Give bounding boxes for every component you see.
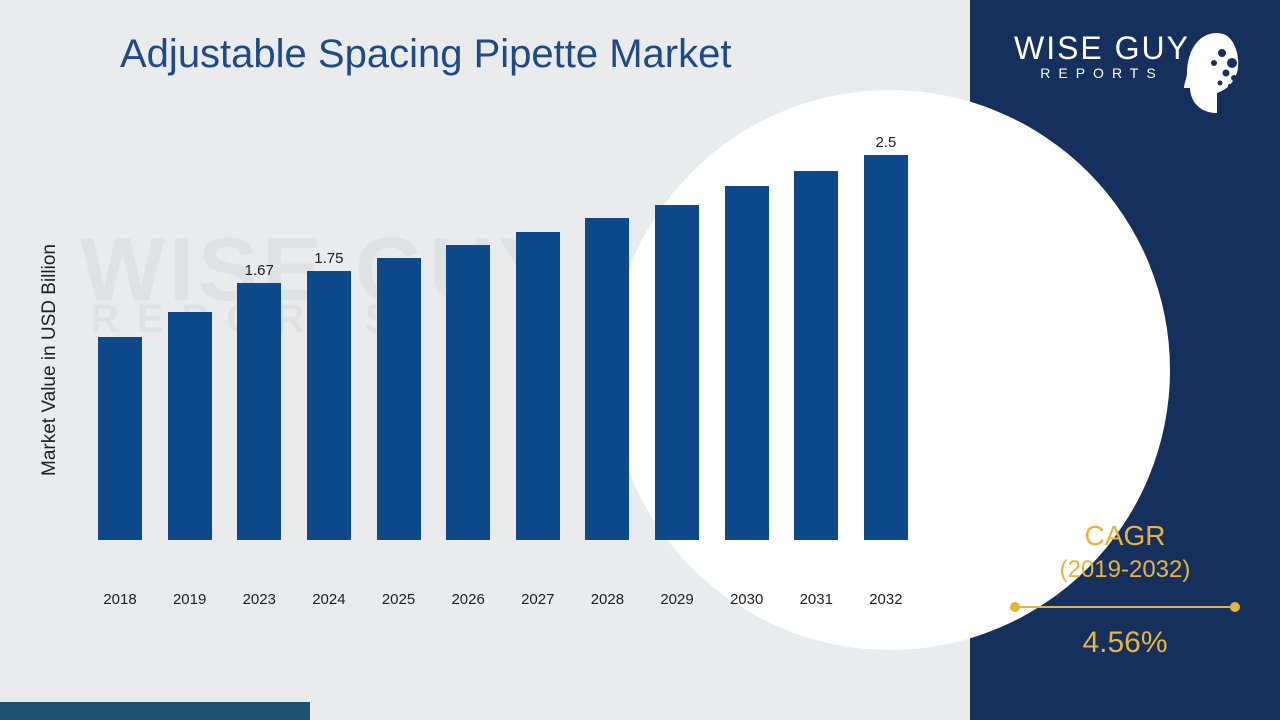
bar-wrap [794,171,838,540]
x-axis-labels: 2018 2019 2023 2024 2025 2026 2027 2028 2029 2030… [98,591,908,608]
cagr-title: CAGR [970,520,1280,552]
bar-wrap [585,218,629,540]
chart-area: Market Value in USD Billion 1.671.752.5 … [60,140,910,580]
bar-value-label: 2.5 [875,134,896,151]
divider-dot-left [1010,602,1020,612]
bar [794,171,838,540]
x-tick-label: 2028 [585,591,629,608]
cagr-range: (2019-2032) [970,556,1280,584]
chart-title: Adjustable Spacing Pipette Market [120,32,731,77]
x-tick-label: 2031 [794,591,838,608]
x-tick-label: 2029 [655,591,699,608]
bar [655,205,699,540]
page: WISE GUYREPORTS Adjustable Spacing Pipet… [0,0,1280,720]
x-tick-label: 2024 [307,591,351,608]
bottom-accent-bar [0,702,310,720]
bar [98,337,142,540]
bar-wrap [168,312,212,540]
divider-dot-right [1230,602,1240,612]
x-tick-label: 2027 [516,591,560,608]
bars-container: 1.67 1.75 2.5 [98,140,908,540]
brand-logo: WISE GUY REPORTS [1014,20,1260,81]
x-tick-label: 2018 [98,591,142,608]
bar-wrap [98,337,142,540]
bar-wrap: 2.5 [864,155,908,540]
bar-wrap [725,186,769,540]
cagr-divider [1010,602,1240,612]
divider-rule [1020,606,1230,608]
y-axis-label: Market Value in USD Billion [39,244,61,476]
bar-value-label: 1.67 [245,262,274,279]
bar [725,186,769,540]
bar-wrap [516,232,560,540]
bar [237,283,281,540]
bar-wrap: 1.75 [307,271,351,540]
bar [307,271,351,540]
head-icon [1182,28,1252,118]
bar [585,218,629,540]
cagr-value: 4.56% [970,626,1280,660]
x-tick-label: 2032 [864,591,908,608]
bar [864,155,908,540]
bar-wrap [655,205,699,540]
bar [377,258,421,540]
x-tick-label: 2030 [725,591,769,608]
bar [168,312,212,540]
x-tick-label: 2026 [446,591,490,608]
bar-wrap: 1.67 [237,283,281,540]
x-tick-label: 2019 [168,591,212,608]
logo-text-sub: REPORTS [1014,65,1190,81]
bar-wrap [377,258,421,540]
bar-wrap [446,245,490,540]
bar [516,232,560,540]
cagr-box: CAGR (2019-2032) 4.56% [970,520,1280,660]
bar-value-label: 1.75 [314,250,343,267]
x-tick-label: 2025 [377,591,421,608]
plot-region: 1.67 1.75 2.5 [98,140,908,540]
logo-text-main: WISE GUY [1014,30,1190,67]
x-tick-label: 2023 [237,591,281,608]
bar [446,245,490,540]
